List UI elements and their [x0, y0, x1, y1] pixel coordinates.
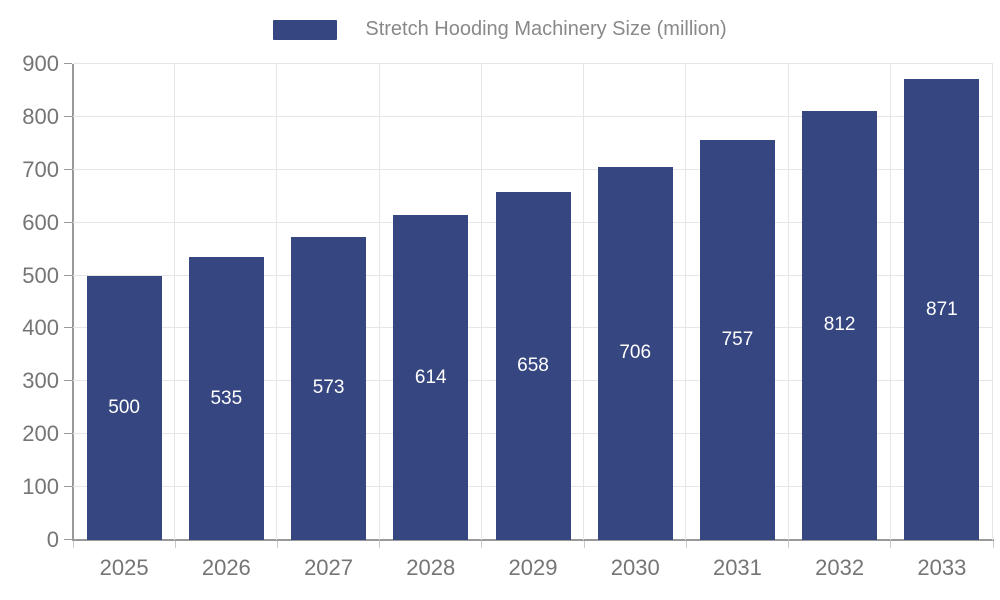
x-axis-tick	[583, 541, 585, 548]
legend[interactable]: Stretch Hooding Machinery Size (million)	[0, 18, 1000, 41]
bar-value-label: 500	[108, 396, 140, 418]
x-axis-tick	[992, 541, 994, 548]
y-axis-label: 900	[22, 51, 59, 76]
x-axis-tick	[890, 541, 892, 548]
y-gridline	[73, 168, 993, 170]
x-axis-line	[72, 539, 994, 541]
x-gridline	[174, 64, 176, 540]
x-axis-tick	[276, 541, 278, 548]
bar-value-label: 614	[414, 366, 447, 388]
x-axis-label-2033: 2033	[917, 555, 967, 580]
bar-2030[interactable]: 706	[597, 166, 673, 540]
bar-2031[interactable]: 757	[699, 139, 775, 540]
x-gridline	[992, 64, 993, 540]
x-axis-label-2032: 2032	[815, 555, 865, 580]
x-axis-label-2026: 2026	[201, 555, 251, 580]
y-axis-tick	[64, 539, 72, 540]
y-axis-tick	[64, 115, 72, 117]
y-axis-label: 100	[22, 474, 59, 500]
y-axis-tick	[64, 221, 72, 223]
bar-value-label: 871	[926, 298, 958, 320]
x-axis-tick	[72, 541, 74, 548]
y-axis-label: 0	[46, 527, 59, 552]
y-gridline	[73, 63, 993, 64]
x-axis-label-2029: 2029	[508, 555, 558, 580]
legend-swatch-icon	[273, 19, 338, 40]
x-axis-label-2030: 2030	[610, 555, 660, 580]
y-axis-line	[72, 64, 74, 540]
bar-value-label: 658	[517, 355, 549, 376]
y-gridline	[73, 115, 993, 117]
bar-value-label: 535	[210, 387, 243, 409]
y-axis-label: 700	[22, 156, 59, 182]
x-axis-tick	[788, 541, 790, 548]
x-gridline	[583, 64, 585, 540]
bar-value-label: 573	[312, 377, 345, 399]
bar-value-label: 757	[721, 328, 754, 350]
x-axis-tick	[481, 541, 483, 548]
y-axis-label: 200	[22, 421, 59, 447]
y-axis-label: 800	[22, 103, 59, 129]
x-gridline	[685, 64, 687, 540]
bar-2029[interactable]: 658	[495, 192, 571, 540]
legend-label: Stretch Hooding Machinery Size (million)	[365, 18, 727, 40]
x-gridline	[480, 64, 482, 540]
y-axis-tick	[64, 274, 72, 276]
x-axis-label-2031: 2031	[712, 555, 762, 580]
bar-2025[interactable]: 500	[86, 275, 162, 540]
bar-2033[interactable]: 871	[904, 79, 980, 540]
y-axis-tick	[64, 327, 72, 329]
plot-area: 0 100 200 300 400 500 600 700 800 900 500 2025 535 20…	[22, 51, 994, 580]
y-axis-label: 600	[22, 209, 59, 235]
x-axis-tick	[685, 541, 687, 548]
x-gridline	[787, 64, 789, 540]
y-axis-tick	[64, 380, 72, 382]
x-gridline	[378, 64, 380, 540]
y-axis-label: 500	[22, 262, 59, 288]
x-axis-tick	[174, 541, 176, 548]
y-axis-tick	[64, 486, 72, 488]
y-axis-tick	[64, 433, 72, 435]
y-axis-tick	[64, 63, 72, 64]
y-axis-label: 300	[22, 368, 59, 394]
bar-2026[interactable]: 535	[188, 257, 264, 540]
x-gridline	[889, 64, 891, 540]
x-axis-label-2027: 2027	[304, 555, 354, 580]
bar-2027[interactable]: 573	[291, 236, 367, 540]
bar-2028[interactable]: 614	[393, 215, 469, 540]
x-gridline	[276, 64, 278, 540]
y-axis-tick	[64, 168, 72, 170]
x-axis-label-2025: 2025	[99, 555, 149, 580]
x-axis-tick	[379, 541, 381, 548]
x-axis-label-2028: 2028	[406, 555, 456, 580]
y-axis-label: 400	[22, 315, 59, 341]
bar-value-label: 706	[619, 342, 652, 364]
bar-2032[interactable]: 812	[802, 110, 878, 540]
bar-value-label: 812	[823, 314, 856, 336]
